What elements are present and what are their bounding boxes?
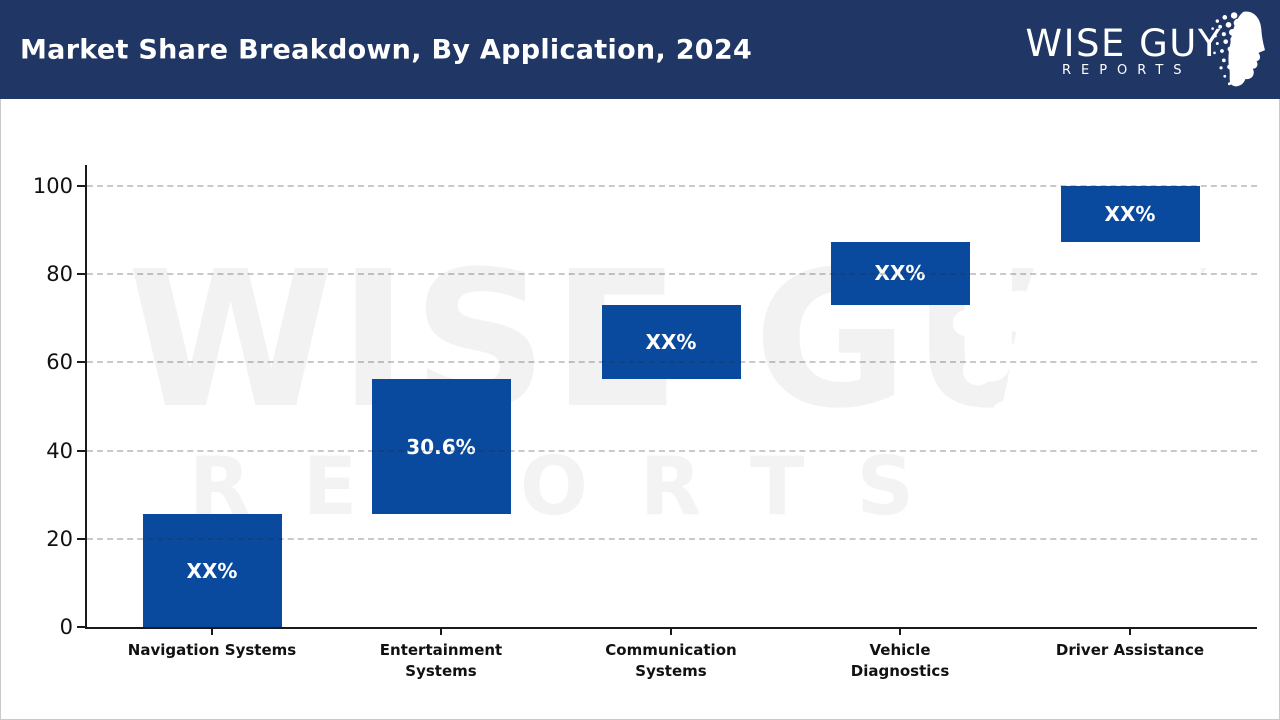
x-tick-mark-1 <box>440 627 442 635</box>
wise-guy-reports-logo: WISE GUY REPORTS <box>1026 8 1266 94</box>
logo-wordmark: WISE GUY <box>1025 21 1222 65</box>
gridline-100 <box>87 185 1257 187</box>
page-title: Market Share Breakdown, By Application, … <box>20 34 753 65</box>
dotted-head-logo-icon <box>1211 11 1265 87</box>
header-bar: Market Share Breakdown, By Application, … <box>0 0 1280 99</box>
y-tick-label-60: 60 <box>46 350 73 375</box>
gridline-60 <box>87 361 1257 364</box>
gridline-20 <box>87 537 1257 540</box>
gridline-40 <box>87 449 1257 452</box>
x-category-label-3: Vehicle Diagnostics <box>850 641 950 680</box>
bar-1: 30.6% <box>371 379 511 515</box>
bar-value-label-4: XX% <box>1104 201 1156 226</box>
y-tick-mark-20 <box>77 537 85 540</box>
bar-3: XX% <box>830 241 970 306</box>
y-tick-mark-40 <box>77 449 85 452</box>
bar-value-label-2: XX% <box>645 330 697 355</box>
y-tick-label-100: 100 <box>32 174 73 198</box>
logo-text: WISE GUY REPORTS <box>1025 21 1222 79</box>
bar-4: XX% <box>1060 186 1200 242</box>
x-tick-mark-3 <box>899 627 901 635</box>
logo-subtitle: REPORTS <box>1061 63 1192 79</box>
bar-value-label-0: XX% <box>186 558 238 583</box>
y-tick-mark-80 <box>77 273 85 276</box>
y-tick-mark-0 <box>77 626 85 628</box>
chart-canvas: WISE GUY REPORTS 0 20 40 60 80 100 XX% 30.6% XX%… <box>0 99 1280 720</box>
y-tick-mark-60 <box>77 361 85 364</box>
x-category-label-4: Driver Assistance <box>1055 641 1205 659</box>
x-category-label-2: Communication Systems <box>605 641 737 680</box>
bar-0: XX% <box>142 514 282 627</box>
x-tick-mark-0 <box>211 627 213 635</box>
y-tick-label-20: 20 <box>46 526 73 551</box>
bar-2: XX% <box>601 305 741 380</box>
y-tick-label-40: 40 <box>46 438 73 463</box>
x-category-label-0: Navigation Systems <box>127 641 297 659</box>
y-axis-line <box>85 165 87 628</box>
y-tick-label-0: 0 <box>59 615 73 639</box>
x-tick-mark-4 <box>1129 627 1131 635</box>
bar-value-label-3: XX% <box>874 261 926 286</box>
x-category-label-1: Entertainment Systems <box>379 641 503 680</box>
y-tick-mark-100 <box>77 185 85 187</box>
bar-value-label-1: 30.6% <box>406 434 476 459</box>
x-tick-mark-2 <box>670 627 672 635</box>
gridline-80 <box>87 273 1257 276</box>
y-tick-label-80: 80 <box>46 262 73 287</box>
watermark-subtitle: REPORTS <box>189 440 967 533</box>
